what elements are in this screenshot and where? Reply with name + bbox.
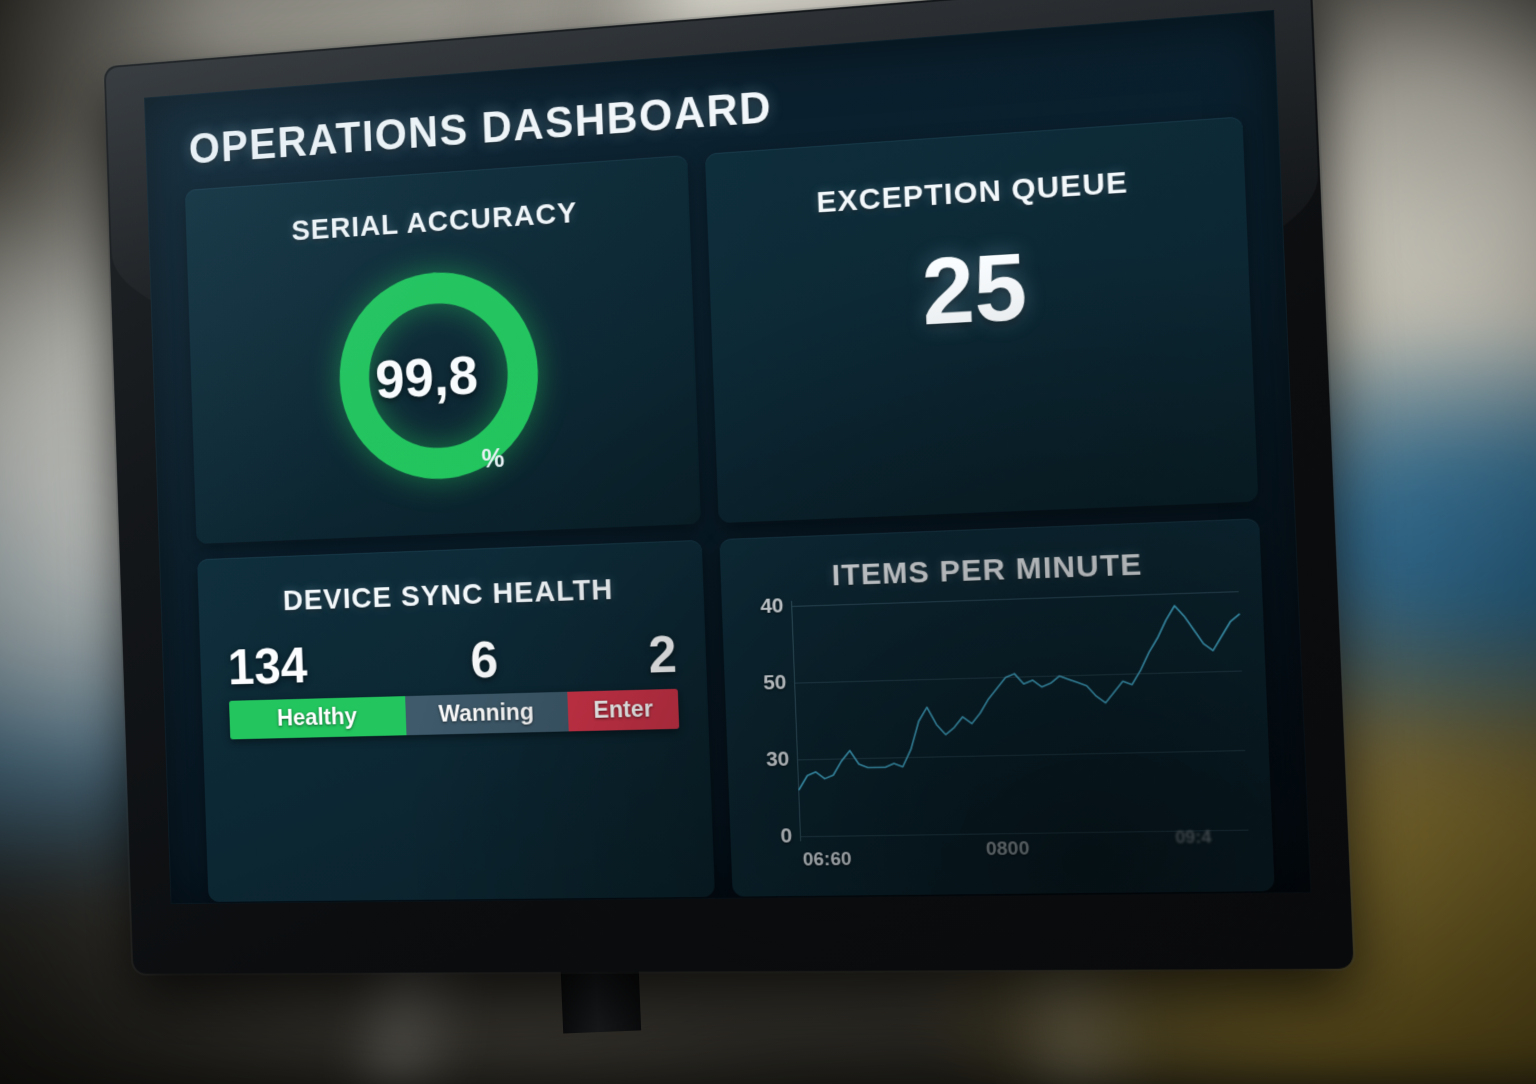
card-title-serial-accuracy: SERIAL ACCURACY bbox=[290, 196, 578, 248]
card-title-exception-queue: EXCEPTION QUEUE bbox=[815, 165, 1129, 220]
chart-y-tick: 40 bbox=[759, 594, 784, 619]
card-exception-queue[interactable]: EXCEPTION QUEUE 25 bbox=[705, 116, 1259, 524]
device-sync-status-bar[interactable]: Healthy Wanning Enter bbox=[229, 689, 680, 740]
chart-x-tick: 09:4 bbox=[1174, 827, 1212, 848]
card-device-sync-health[interactable]: DEVICE SYNC HEALTH 134 6 2 Healthy Wanning E… bbox=[197, 540, 716, 902]
device-segment-healthy[interactable]: Healthy bbox=[229, 696, 407, 740]
chart-x-axis: 06:60 0800 09:4 bbox=[800, 827, 1250, 880]
chart-y-tick: 50 bbox=[762, 670, 787, 695]
exception-queue-value: 25 bbox=[919, 234, 1029, 345]
items-per-minute-plot: 40 50 30 0 bbox=[744, 586, 1249, 848]
device-segment-enter[interactable]: Enter bbox=[567, 689, 680, 732]
device-sync-counts: 134 6 2 bbox=[227, 626, 678, 697]
monitor: OPERATIONS DASHBOARD SERIAL ACCURACY 99,… bbox=[103, 0, 1354, 974]
chart-series-line bbox=[793, 604, 1247, 790]
chart-y-axis: 40 50 30 0 bbox=[744, 594, 801, 848]
chart-y-tick: 30 bbox=[765, 747, 790, 772]
card-title-items-per-minute: ITEMS PER MINUTE bbox=[831, 547, 1144, 593]
serial-accuracy-unit: % bbox=[481, 443, 505, 474]
device-count-wanning: 6 bbox=[469, 631, 499, 690]
device-count-healthy: 134 bbox=[227, 637, 309, 697]
chart-y-tick: 0 bbox=[780, 824, 793, 848]
card-items-per-minute[interactable]: ITEMS PER MINUTE 40 50 30 0 06:60 0800 09:4 bbox=[719, 518, 1275, 897]
serial-accuracy-donut-chart: 99,8 % bbox=[330, 260, 548, 490]
chart-gridline bbox=[801, 829, 1249, 838]
chart-x-tick: 06:60 bbox=[802, 848, 852, 871]
serial-accuracy-value: 99,8 bbox=[374, 342, 479, 410]
chart-gridline bbox=[798, 750, 1246, 761]
chart-gridline bbox=[795, 670, 1242, 684]
chart-plot-area bbox=[791, 586, 1249, 842]
monitor-wrapper: OPERATIONS DASHBOARD SERIAL ACCURACY 99,… bbox=[0, 0, 1536, 1024]
chart-x-tick: 0800 bbox=[985, 838, 1030, 861]
device-count-enter: 2 bbox=[647, 626, 678, 685]
card-title-device-sync-health: DEVICE SYNC HEALTH bbox=[282, 573, 614, 618]
chart-gridline bbox=[792, 591, 1239, 607]
donut-center-label: 99,8 % bbox=[330, 260, 548, 490]
chart-line-svg bbox=[792, 586, 1248, 841]
device-segment-wanning[interactable]: Wanning bbox=[404, 692, 569, 736]
card-serial-accuracy[interactable]: SERIAL ACCURACY 99,8 % bbox=[184, 154, 702, 545]
